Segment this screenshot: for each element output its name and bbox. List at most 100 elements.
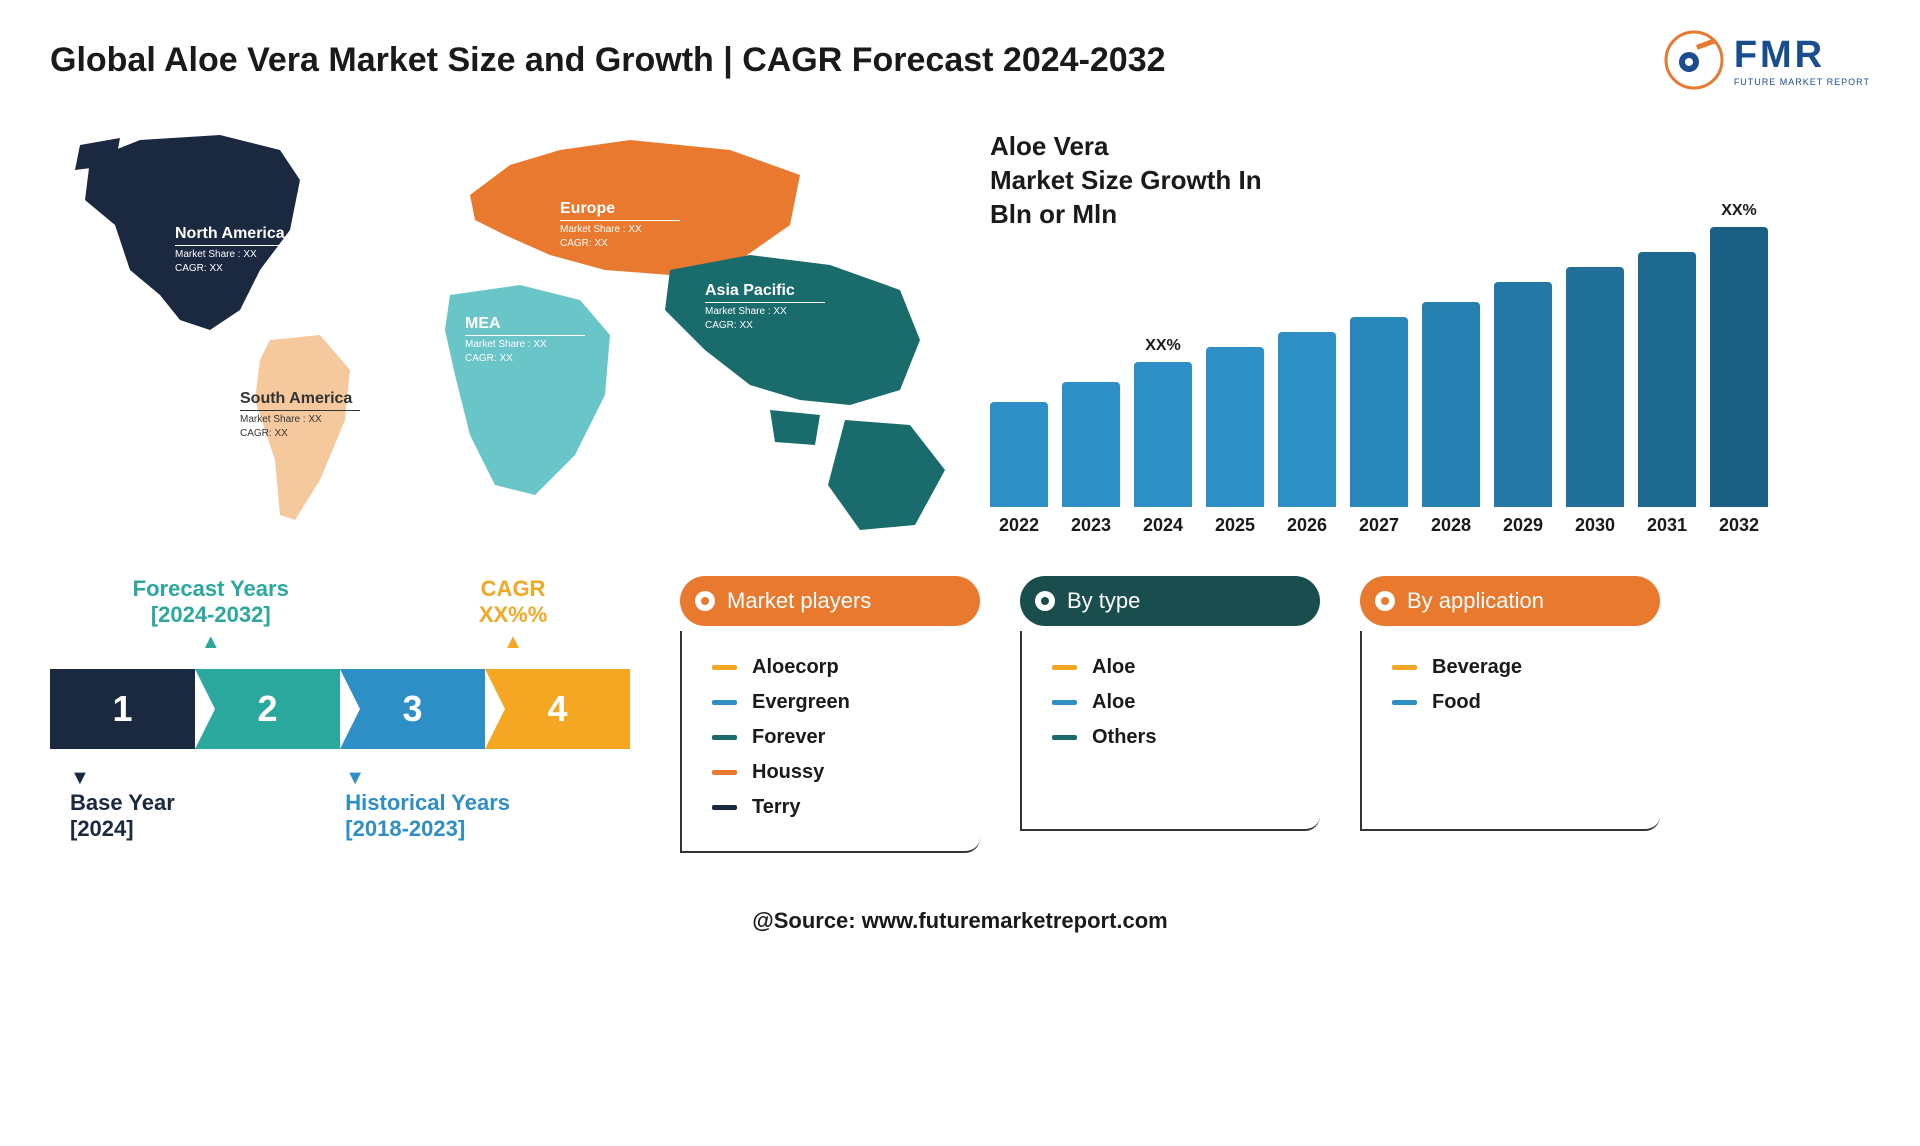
category-box: By application Beverage Food <box>1360 576 1660 853</box>
bar-wrapper: 2027 <box>1350 317 1408 536</box>
region-name: MEA <box>465 315 585 333</box>
dash-icon <box>1392 665 1417 670</box>
item-label: Terry <box>752 796 801 819</box>
timeline-seg: 3 <box>340 669 485 749</box>
category-box: By type Aloe Aloe Others <box>1020 576 1320 853</box>
bar <box>1350 317 1408 507</box>
forecast-label: Forecast Years [2024-2032] ▲ <box>133 576 289 654</box>
category-body: Aloecorp Evergreen Forever Houssy Terry <box>680 631 980 853</box>
category-title: By type <box>1067 588 1140 614</box>
category-item: Food <box>1392 691 1640 714</box>
world-map: North America Market Share : XX CAGR: XX… <box>50 130 930 530</box>
logo: FMR FUTURE MARKET REPORT <box>1664 30 1870 90</box>
region-share: Market Share : XX <box>175 248 295 262</box>
label-mea: MEA Market Share : XX CAGR: XX <box>465 315 585 366</box>
dot-icon <box>1375 591 1395 611</box>
bar-wrapper: XX% 2032 <box>1710 227 1768 536</box>
chart-title-line: Market Size Growth In <box>990 165 1262 195</box>
category-body: Beverage Food <box>1360 631 1660 831</box>
logo-text: FMR FUTURE MARKET REPORT <box>1734 34 1870 87</box>
category-header: By application <box>1360 576 1660 626</box>
bar <box>1494 282 1552 507</box>
item-label: Aloecorp <box>752 656 839 679</box>
region-mea <box>420 275 660 505</box>
label-asia-pacific: Asia Pacific Market Share : XX CAGR: XX <box>705 282 825 333</box>
base-year-label: ▼ Base Year [2024] <box>70 764 175 842</box>
cagr-label: CAGR XX%% ▲ <box>479 576 547 654</box>
category-item: Forever <box>712 726 960 749</box>
dash-icon <box>712 770 737 775</box>
growth-chart: Aloe Vera Market Size Growth In Bln or M… <box>990 130 1870 536</box>
dash-icon <box>1052 665 1077 670</box>
source-attribution: @Source: www.futuremarketreport.com <box>50 908 1870 934</box>
category-item: Terry <box>712 796 960 819</box>
bar-wrapper: 2022 <box>990 402 1048 536</box>
bar <box>1710 227 1768 507</box>
fmr-logo-icon <box>1664 30 1724 90</box>
bar-wrapper: 2029 <box>1494 282 1552 536</box>
timeline-title: CAGR <box>479 576 547 602</box>
bar-year: 2028 <box>1431 515 1471 536</box>
bar-label: XX% <box>1145 337 1181 355</box>
bar-year: 2032 <box>1719 515 1759 536</box>
chart-title-line: Aloe Vera <box>990 131 1109 161</box>
dash-icon <box>712 735 737 740</box>
chart-title-line: Bln or Mln <box>990 199 1117 229</box>
bar <box>1206 347 1264 507</box>
dot-icon <box>695 591 715 611</box>
logo-main-text: FMR <box>1734 34 1870 77</box>
dash-icon <box>1052 700 1077 705</box>
bar-wrapper: 2026 <box>1278 332 1336 536</box>
region-cagr: CAGR: XX <box>705 319 825 333</box>
item-label: Food <box>1432 691 1481 714</box>
label-south-america: South America Market Share : XX CAGR: XX <box>240 390 360 441</box>
category-title: Market players <box>727 588 871 614</box>
category-title: By application <box>1407 588 1544 614</box>
timeline-title: Historical Years <box>345 790 510 816</box>
region-cagr: CAGR: XX <box>175 262 295 276</box>
bar-year: 2030 <box>1575 515 1615 536</box>
dash-icon <box>712 665 737 670</box>
bar-wrapper: 2030 <box>1566 267 1624 536</box>
region-name: South America <box>240 390 360 408</box>
category-body: Aloe Aloe Others <box>1020 631 1320 831</box>
bar-wrapper: XX% 2024 <box>1134 362 1192 536</box>
timeline: Forecast Years [2024-2032] ▲ CAGR XX%% ▲… <box>50 576 630 853</box>
timeline-title: Base Year <box>70 790 175 816</box>
region-name: North America <box>175 225 295 243</box>
bar-wrapper: 2031 <box>1638 252 1696 536</box>
timeline-title: Forecast Years <box>133 576 289 602</box>
page-title: Global Aloe Vera Market Size and Growth … <box>50 41 1166 80</box>
dash-icon <box>1052 735 1077 740</box>
region-cagr: CAGR: XX <box>560 237 680 251</box>
bar <box>990 402 1048 507</box>
bar-year: 2023 <box>1071 515 1111 536</box>
item-label: Forever <box>752 726 825 749</box>
timeline-range: [2018-2023] <box>345 816 510 842</box>
dash-icon <box>1392 700 1417 705</box>
bar-year: 2027 <box>1359 515 1399 536</box>
dash-icon <box>712 700 737 705</box>
arrow-down-icon: ▲ <box>133 631 289 654</box>
arrow-down-icon: ▲ <box>479 631 547 654</box>
dash-icon <box>712 805 737 810</box>
bar-year: 2029 <box>1503 515 1543 536</box>
category-item: Aloe <box>1052 691 1300 714</box>
arrow-up-icon: ▼ <box>70 767 175 790</box>
item-label: Beverage <box>1432 656 1522 679</box>
bar <box>1422 302 1480 507</box>
bar <box>1062 382 1120 507</box>
timeline-range: [2024] <box>70 816 175 842</box>
bar-chart: 2022 2023 XX% 2024 2025 2026 2027 2028 2… <box>990 256 1870 536</box>
bar-year: 2025 <box>1215 515 1255 536</box>
region-share: Market Share : XX <box>465 338 585 352</box>
category-header: Market players <box>680 576 980 626</box>
timeline-range: XX%% <box>479 602 547 628</box>
category-box: Market players Aloecorp Evergreen Foreve… <box>680 576 980 853</box>
region-cagr: CAGR: XX <box>240 427 360 441</box>
bar-year: 2024 <box>1143 515 1183 536</box>
label-north-america: North America Market Share : XX CAGR: XX <box>175 225 295 276</box>
timeline-range: [2024-2032] <box>133 602 289 628</box>
bar-year: 2022 <box>999 515 1039 536</box>
category-item: Beverage <box>1392 656 1640 679</box>
